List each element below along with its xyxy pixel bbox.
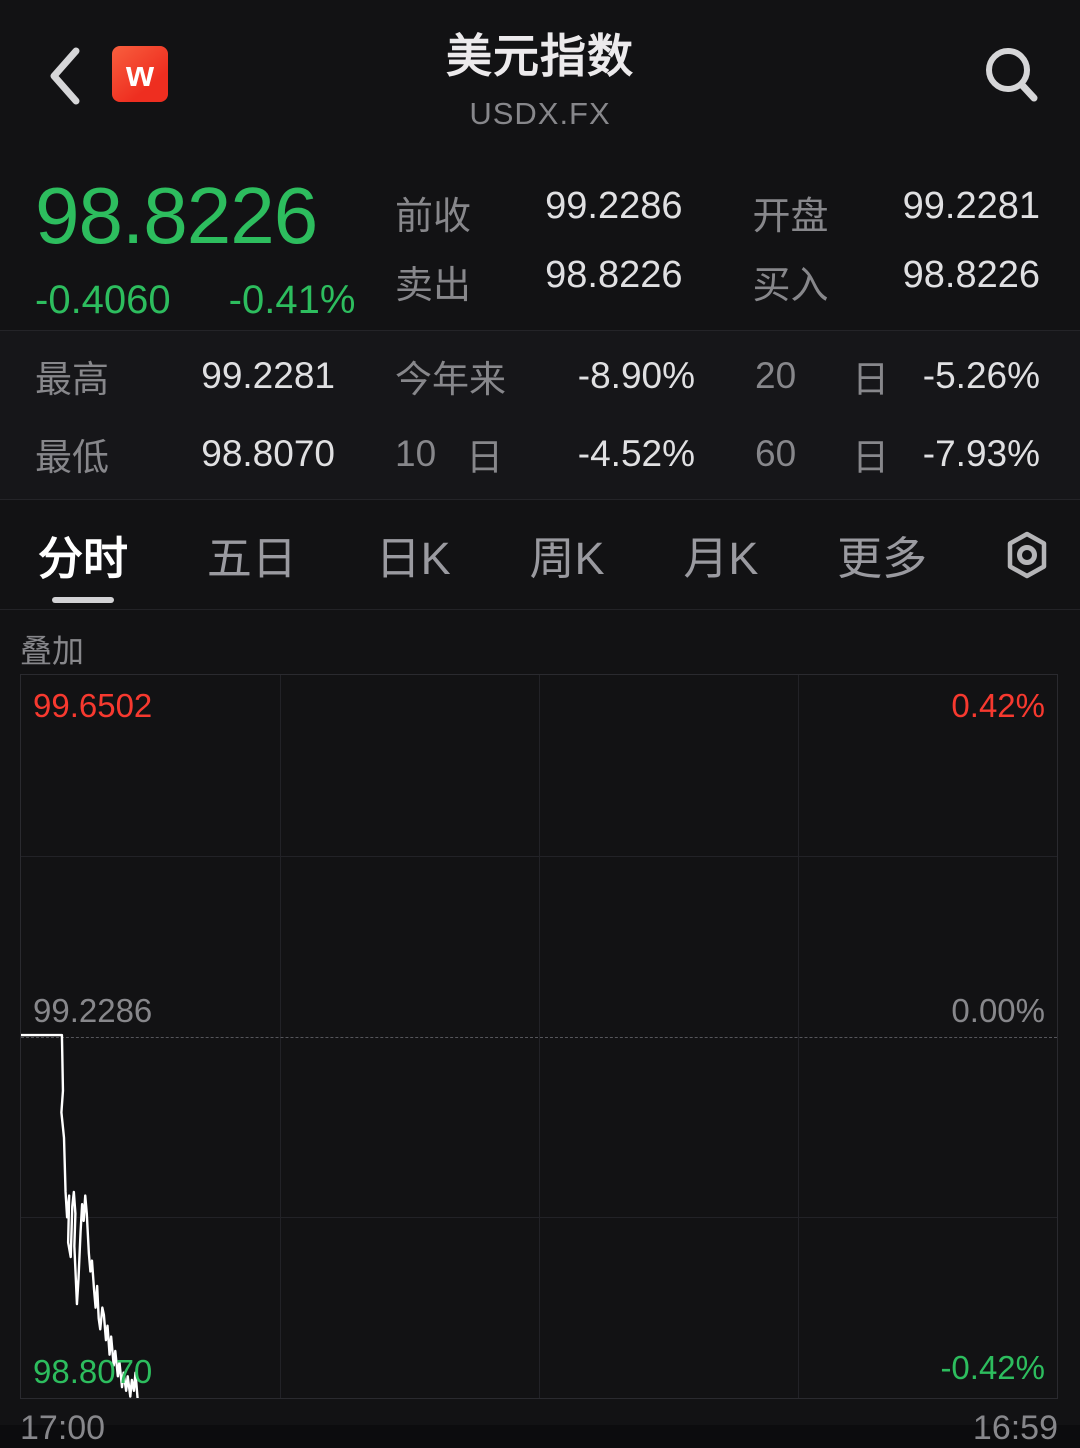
quote-field-bid: 买入 98.8226: [753, 254, 1041, 309]
stat-label: 10: [395, 433, 437, 474]
stat-60d: 60 日 -7.93%: [755, 427, 1040, 481]
stat-low: 最低 98.8070: [35, 427, 335, 481]
stat-label-unit: 日: [466, 437, 504, 478]
stat-value: 99.2281: [201, 355, 335, 396]
y-label-prevclose: 99.2286: [33, 991, 153, 1029]
settings-icon: [1006, 531, 1048, 579]
y-label-low-pct: -0.42%: [940, 1349, 1045, 1386]
price-change-percent: -0.41%: [228, 278, 356, 322]
tab-more[interactable]: 更多: [837, 533, 928, 584]
wind-logo-icon[interactable]: w: [112, 46, 168, 102]
tab-monthly-k[interactable]: 月K: [683, 533, 759, 584]
search-button[interactable]: [982, 44, 1042, 106]
stat-value: -4.52%: [577, 433, 695, 474]
overlay-add-button[interactable]: 叠加: [20, 633, 85, 669]
stat-10d: 10 日 -4.52%: [395, 427, 695, 481]
grid-hline: [21, 1217, 1057, 1219]
quote-field-prev-close: 前收 99.2286: [395, 185, 683, 240]
y-label-high: 99.6502: [33, 687, 153, 724]
stat-label: 今年来: [395, 359, 506, 400]
stat-label-unit: 日: [852, 437, 890, 478]
stat-value: 98.8070: [201, 433, 335, 474]
stat-label: 20: [755, 355, 797, 396]
intraday-chart[interactable]: 99.6502 0.42% 99.2286 0.00% 98.8070 -0.4…: [20, 674, 1058, 1399]
y-label-zero-pct: 0.00%: [951, 991, 1045, 1029]
price-change: -0.4060: [35, 278, 171, 322]
field-label: 买入: [752, 265, 829, 307]
tab-5day[interactable]: 五日: [206, 533, 297, 584]
title-block: 美元指数 USDX.FX: [0, 20, 1080, 132]
time-axis: 17:00 16:59: [20, 1399, 1058, 1448]
prev-close-dashed-line: [21, 1036, 1057, 1038]
wind-logo-letter: w: [125, 53, 154, 94]
stat-high: 最高 99.2281: [35, 349, 335, 403]
tab-daily-k[interactable]: 日K: [375, 533, 451, 584]
quote-section: 98.8226 -0.4060 -0.41% 前收 99.2286 开盘 99.…: [0, 148, 1080, 330]
chevron-left-icon: [46, 45, 84, 107]
change-row: -0.4060 -0.41%: [35, 278, 395, 323]
grid-hline: [21, 855, 1057, 857]
quote-field-ask: 卖出 98.8226: [395, 254, 683, 309]
header: w 美元指数 USDX.FX: [0, 0, 1080, 148]
stats-band: 最高 99.2281 今年来 -8.90% 20 日 -5.26% 最低 98.…: [0, 330, 1080, 500]
quote-fields: 前收 99.2286 开盘 99.2281 卖出 98.8226 买入 98.8…: [395, 176, 1040, 330]
stat-value: -7.93%: [922, 433, 1040, 474]
field-label: 开盘: [752, 196, 829, 238]
back-button[interactable]: [46, 44, 90, 108]
stat-ytd: 今年来 -8.90%: [395, 349, 695, 403]
time-end: 16:59: [972, 1409, 1058, 1447]
last-price: 98.8226: [35, 171, 318, 260]
stat-value: -5.26%: [922, 355, 1040, 396]
quote-field-open: 开盘 99.2281: [753, 185, 1041, 240]
symbol-code: USDX.FX: [469, 96, 611, 131]
y-label-high-pct: 0.42%: [951, 687, 1045, 724]
page-title: 美元指数: [446, 30, 634, 82]
field-value: 98.8226: [902, 254, 1040, 296]
price-line-svg: [21, 675, 1057, 1398]
chart-period-tabs: 分时 五日 日K 周K 月K 更多: [0, 500, 1080, 610]
time-start: 17:00: [20, 1409, 106, 1447]
overlay-row: 叠加: [0, 610, 1080, 674]
search-icon: [982, 44, 1042, 106]
field-value: 99.2286: [545, 185, 683, 227]
field-label: 前收: [395, 196, 472, 238]
stat-20d: 20 日 -5.26%: [755, 349, 1040, 403]
stat-label: 60: [755, 433, 797, 474]
price-block: 98.8226 -0.4060 -0.41%: [35, 176, 395, 330]
stat-label: 最低: [35, 437, 109, 478]
field-value: 98.8226: [545, 254, 683, 296]
stat-label: 最高: [35, 359, 109, 400]
y-label-low: 98.8070: [33, 1353, 153, 1390]
stat-value: -8.90%: [577, 355, 695, 396]
tab-weekly-k[interactable]: 周K: [529, 533, 605, 584]
price-line: [21, 1035, 138, 1398]
stat-label-unit: 日: [852, 359, 890, 400]
field-value: 99.2281: [902, 185, 1040, 227]
chart-settings-button[interactable]: [1006, 531, 1050, 579]
tab-intraday[interactable]: 分时: [38, 500, 128, 609]
field-label: 卖出: [395, 265, 472, 307]
